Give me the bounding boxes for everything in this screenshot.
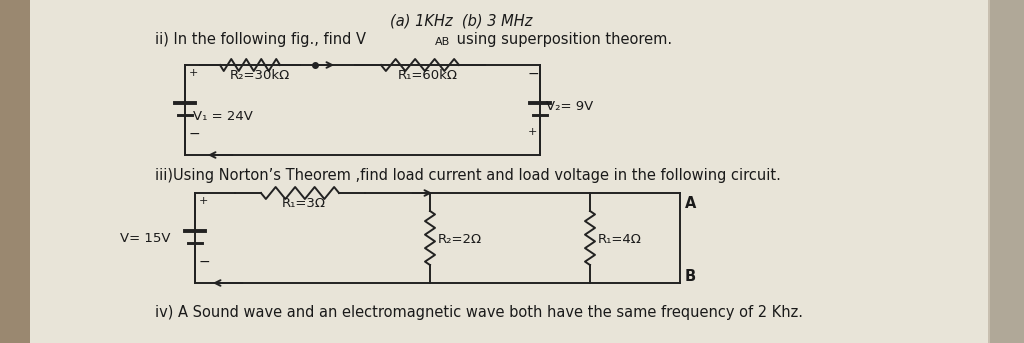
Text: R₂=30kΩ: R₂=30kΩ [230,69,290,82]
Text: AB: AB [435,37,451,47]
Text: (a) 1KHz  (b) 3 MHz: (a) 1KHz (b) 3 MHz [390,14,532,29]
FancyBboxPatch shape [28,0,988,343]
Text: R₁=60kΩ: R₁=60kΩ [398,69,458,82]
Text: B: B [685,269,696,284]
Text: ii) In the following fig., find V: ii) In the following fig., find V [155,32,366,47]
FancyBboxPatch shape [0,0,30,343]
Text: +: + [528,127,538,137]
Text: +: + [199,196,208,206]
FancyBboxPatch shape [990,0,1024,343]
Text: R₂=2Ω: R₂=2Ω [438,233,482,246]
Text: iv) A Sound wave and an electromagnetic wave both have the same frequency of 2 K: iv) A Sound wave and an electromagnetic … [155,305,803,320]
Text: iii)Using Norton’s Theorem ,find load current and load voltage in the following : iii)Using Norton’s Theorem ,find load cu… [155,168,781,183]
Text: V= 15V: V= 15V [120,232,171,245]
Text: A: A [685,196,696,211]
Text: using superposition theorem.: using superposition theorem. [452,32,672,47]
Text: R₁=4Ω: R₁=4Ω [598,233,642,246]
Text: −: − [199,255,211,269]
Text: +: + [189,68,199,78]
Text: −: − [528,67,540,81]
Text: V₂= 9V: V₂= 9V [546,100,593,113]
Text: R₁=3Ω: R₁=3Ω [282,197,326,210]
Text: V₁ = 24V: V₁ = 24V [193,110,253,123]
Text: −: − [189,127,201,141]
